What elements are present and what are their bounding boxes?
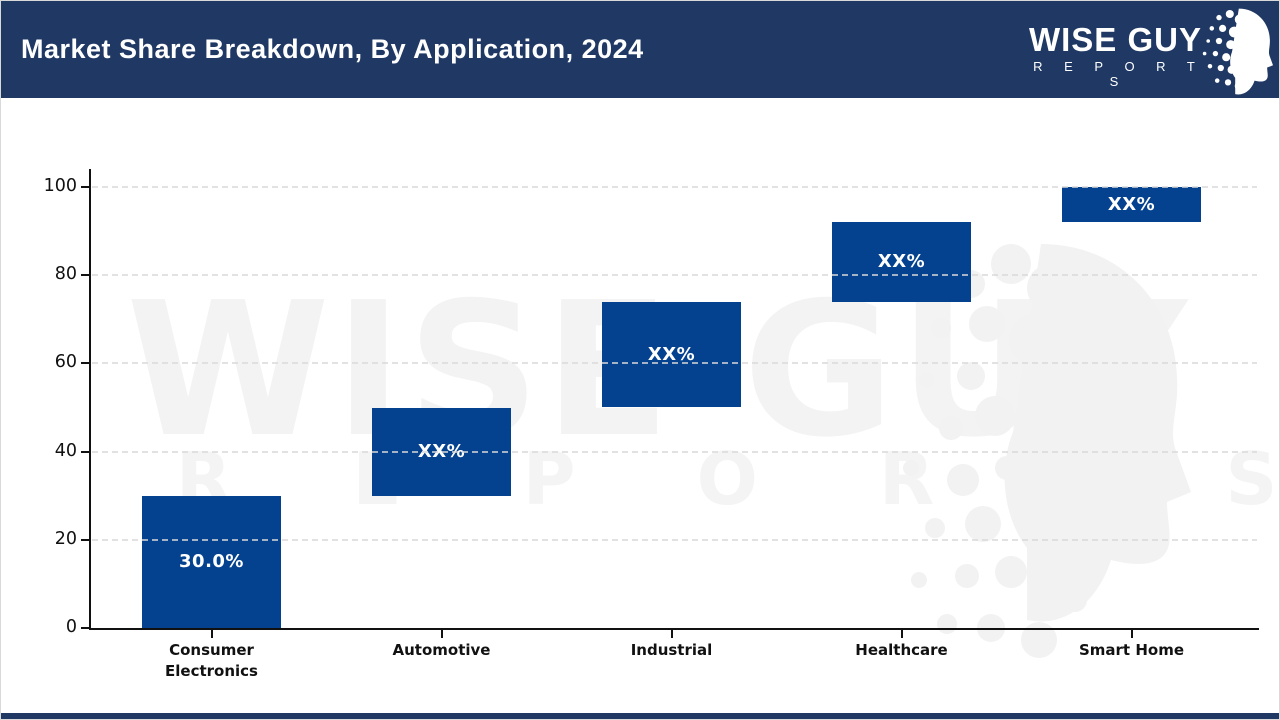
footer-bar (1, 713, 1279, 719)
logo-text: WISE GUY R E P O R T S (1023, 23, 1208, 89)
gridline-40 (92, 450, 1257, 453)
x-tick (1130, 630, 1133, 638)
y-tick-label: 20 (54, 528, 77, 549)
y-tick-label: 40 (54, 440, 77, 461)
y-tick (81, 362, 89, 365)
wise-guy-reports-logo: WISE GUY R E P O R T S (1023, 5, 1273, 95)
gridline-100 (92, 186, 1257, 188)
bar-value-label: XX% (647, 344, 696, 366)
bar-industrial: XX% (602, 301, 741, 408)
logo-head-icon (1202, 8, 1273, 95)
bar-consumer-electronics: 30.0% (142, 495, 281, 628)
x-tick (670, 630, 673, 638)
y-tick (81, 186, 89, 188)
header-bar: Market Share Breakdown, By Application, … (1, 1, 1279, 98)
y-tick (81, 538, 89, 541)
gridline-60 (92, 362, 1257, 365)
x-category-label: Industrial (630, 641, 713, 659)
gridline-80 (92, 274, 1257, 277)
bar-smart-home: XX% (1062, 187, 1201, 223)
y-tick (81, 627, 89, 629)
bar-value-label: XX% (1107, 194, 1156, 216)
x-tick (440, 630, 443, 638)
x-tick (210, 630, 213, 638)
y-tick-label: 80 (54, 264, 77, 285)
x-category-label: Consumer Electronics (165, 641, 258, 680)
y-axis-line (89, 169, 91, 629)
logo-wordmark: WISE GUY (1028, 21, 1203, 58)
bar-healthcare: XX% (832, 222, 971, 302)
page-title: Market Share Breakdown, By Application, … (21, 34, 644, 64)
y-tick-label: 0 (65, 617, 77, 637)
y-tick-label: 100 (43, 176, 77, 196)
y-tick (81, 450, 89, 453)
y-tick (81, 274, 89, 277)
y-tick-label: 60 (54, 352, 77, 373)
bar-value-label: XX% (877, 251, 926, 273)
x-category-label: Automotive (392, 641, 491, 659)
gridline-20 (92, 538, 1257, 541)
logo-subtitle: R E P O R T S (1033, 59, 1204, 89)
x-tick (900, 630, 903, 638)
x-category-label: Smart Home (1078, 641, 1184, 659)
x-axis-line (89, 628, 1259, 630)
bar-value-label: 30.0% (179, 551, 244, 573)
x-category-label: Healthcare (855, 641, 948, 659)
